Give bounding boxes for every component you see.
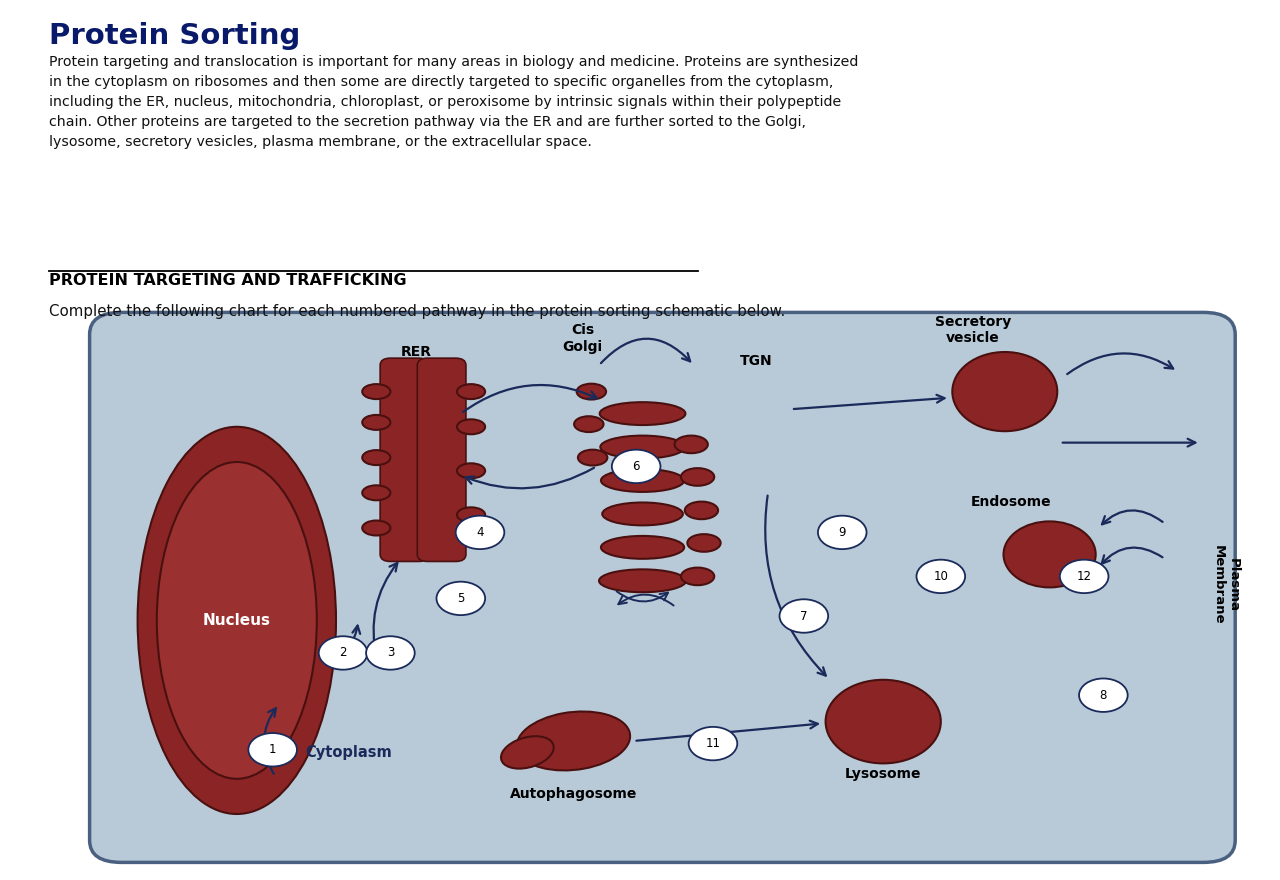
- Ellipse shape: [600, 436, 685, 458]
- FancyBboxPatch shape: [90, 312, 1235, 862]
- Ellipse shape: [457, 420, 485, 435]
- Text: Secretory
vesicle: Secretory vesicle: [934, 315, 1011, 345]
- Ellipse shape: [362, 521, 390, 535]
- Ellipse shape: [681, 468, 714, 486]
- Ellipse shape: [681, 568, 714, 585]
- Ellipse shape: [457, 384, 485, 400]
- Text: RER: RER: [401, 345, 431, 359]
- Text: 10: 10: [933, 570, 948, 583]
- Ellipse shape: [517, 712, 630, 770]
- Text: 2: 2: [339, 647, 347, 659]
- Circle shape: [689, 727, 737, 760]
- Ellipse shape: [675, 436, 708, 453]
- Circle shape: [780, 599, 828, 633]
- Ellipse shape: [362, 486, 390, 500]
- Ellipse shape: [1004, 521, 1096, 588]
- Ellipse shape: [157, 462, 317, 779]
- Ellipse shape: [602, 469, 684, 492]
- Ellipse shape: [362, 451, 390, 466]
- Circle shape: [818, 516, 867, 549]
- Text: PROTEIN TARGETING AND TRAFFICKING: PROTEIN TARGETING AND TRAFFICKING: [49, 273, 406, 288]
- Text: 7: 7: [800, 610, 808, 622]
- Ellipse shape: [500, 737, 554, 768]
- Text: 6: 6: [632, 460, 640, 473]
- Text: Plasma
Membrane: Plasma Membrane: [1212, 546, 1240, 625]
- Text: 9: 9: [838, 526, 846, 539]
- Text: 5: 5: [457, 592, 465, 605]
- Ellipse shape: [575, 416, 604, 432]
- Ellipse shape: [362, 384, 390, 400]
- Circle shape: [366, 636, 415, 670]
- Text: Cytoplasm: Cytoplasm: [305, 744, 392, 760]
- Text: 8: 8: [1100, 689, 1107, 701]
- Circle shape: [916, 560, 965, 593]
- Ellipse shape: [685, 502, 718, 519]
- Text: Lysosome: Lysosome: [845, 767, 922, 781]
- Text: 1: 1: [269, 744, 276, 756]
- Circle shape: [436, 582, 485, 615]
- FancyBboxPatch shape: [417, 358, 466, 561]
- Ellipse shape: [599, 402, 686, 425]
- Text: Protein targeting and translocation is important for many areas in biology and m: Protein targeting and translocation is i…: [49, 55, 858, 149]
- Circle shape: [319, 636, 367, 670]
- Circle shape: [248, 733, 297, 766]
- Text: 12: 12: [1076, 570, 1092, 583]
- Text: Autophagosome: Autophagosome: [509, 787, 637, 801]
- Text: Complete the following chart for each numbered pathway in the protein sorting sc: Complete the following chart for each nu…: [49, 304, 785, 319]
- Text: 4: 4: [476, 526, 484, 539]
- Text: 3: 3: [387, 647, 394, 659]
- FancyBboxPatch shape: [380, 358, 429, 561]
- Circle shape: [612, 450, 660, 483]
- Ellipse shape: [457, 463, 485, 479]
- Ellipse shape: [826, 679, 941, 763]
- Ellipse shape: [599, 569, 686, 592]
- Text: TGN: TGN: [740, 354, 772, 368]
- Text: Nucleus: Nucleus: [202, 612, 271, 628]
- Circle shape: [456, 516, 504, 549]
- Text: Endosome: Endosome: [972, 495, 1051, 509]
- Ellipse shape: [687, 534, 721, 552]
- Ellipse shape: [602, 536, 684, 559]
- Circle shape: [1060, 560, 1108, 593]
- Ellipse shape: [138, 427, 335, 814]
- Circle shape: [1079, 678, 1128, 712]
- Ellipse shape: [602, 502, 684, 525]
- Ellipse shape: [576, 384, 607, 400]
- Ellipse shape: [362, 415, 390, 430]
- Ellipse shape: [579, 450, 608, 466]
- Ellipse shape: [952, 352, 1057, 431]
- Text: 11: 11: [705, 737, 721, 750]
- Text: Cis
Golgi: Cis Golgi: [562, 324, 603, 354]
- Ellipse shape: [457, 507, 485, 523]
- Text: Protein Sorting: Protein Sorting: [49, 22, 300, 50]
